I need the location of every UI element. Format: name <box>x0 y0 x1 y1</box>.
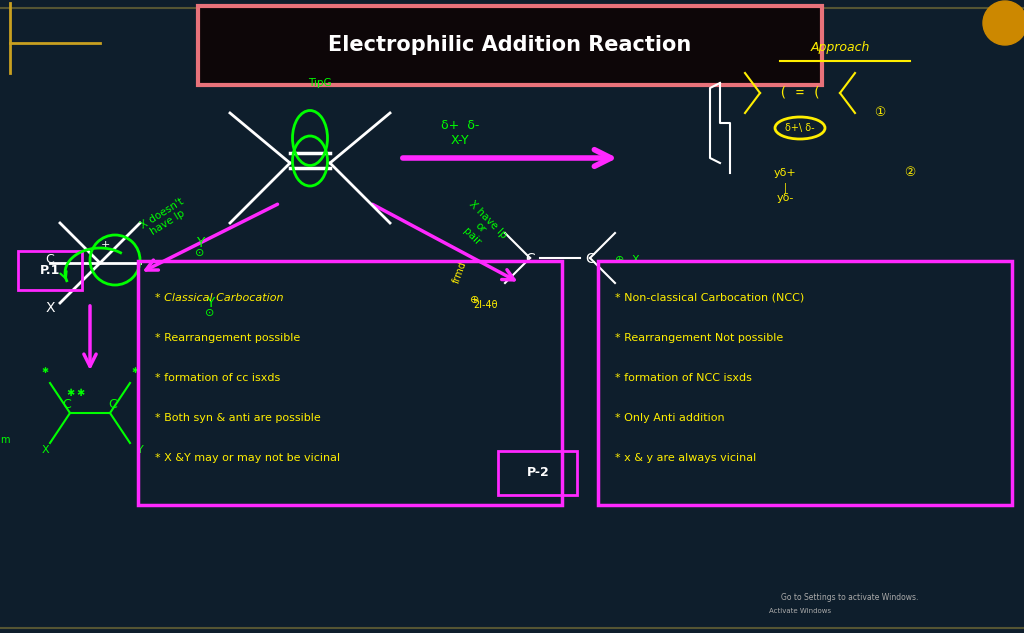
Text: * Both syn & anti are possible: * Both syn & anti are possible <box>155 413 321 423</box>
Text: ✱: ✱ <box>76 388 84 398</box>
Text: TipG: TipG <box>308 78 332 88</box>
Text: ⊕: ⊕ <box>615 255 625 265</box>
Text: Activate Windows: Activate Windows <box>769 608 831 614</box>
Text: ✱: ✱ <box>66 388 74 398</box>
Text: * Rearrangement possible: * Rearrangement possible <box>155 333 300 343</box>
Text: C: C <box>46 253 54 266</box>
Text: X: X <box>45 301 54 315</box>
Text: * x & y are always vicinal: * x & y are always vicinal <box>615 453 757 463</box>
Text: * Only Anti addition: * Only Anti addition <box>615 413 725 423</box>
Text: ✱: ✱ <box>42 366 48 375</box>
Text: * X &Y may or may not be vicinal: * X &Y may or may not be vicinal <box>155 453 340 463</box>
Text: Y: Y <box>136 445 143 455</box>
Text: Approach: Approach <box>810 42 869 54</box>
Text: C: C <box>585 252 595 266</box>
Text: X: X <box>631 255 639 265</box>
Text: ⊙: ⊙ <box>206 308 215 318</box>
FancyBboxPatch shape <box>198 6 822 85</box>
Text: P.1: P.1 <box>40 265 60 277</box>
Text: Y: Y <box>206 296 214 310</box>
Text: δ+\ δ-: δ+\ δ- <box>785 123 815 133</box>
Text: δ+  δ-
X-Y: δ+ δ- X-Y <box>440 119 479 147</box>
Text: +: + <box>100 240 110 250</box>
Text: X have lp
or
pair: X have lp or pair <box>451 199 509 257</box>
Text: * Non-classical Carbocation (NCC): * Non-classical Carbocation (NCC) <box>615 293 804 303</box>
Text: X: X <box>41 445 49 455</box>
Text: X doesn't
have lp: X doesn't have lp <box>138 196 191 240</box>
Text: frmd: frmd <box>452 260 469 285</box>
Text: yδ+: yδ+ <box>773 168 797 178</box>
Text: ✱: ✱ <box>131 366 138 375</box>
Text: Electrophilic Addition Reaction: Electrophilic Addition Reaction <box>329 35 691 55</box>
Text: C: C <box>109 398 118 411</box>
Text: P-2: P-2 <box>526 467 549 480</box>
Text: Y: Y <box>196 236 204 250</box>
Text: * Classical Carbocation: * Classical Carbocation <box>155 293 284 303</box>
Text: C: C <box>62 398 72 411</box>
Text: ②: ② <box>904 166 915 180</box>
Text: * formation of cc isxds: * formation of cc isxds <box>155 373 281 383</box>
Text: m: m <box>0 435 10 445</box>
Text: 2l-4θ: 2l-4θ <box>473 300 498 310</box>
Circle shape <box>983 1 1024 45</box>
Text: * formation of NCC isxds: * formation of NCC isxds <box>615 373 752 383</box>
Text: |: | <box>783 183 786 193</box>
Text: ⊕: ⊕ <box>470 295 479 305</box>
Text: ①: ① <box>874 106 886 120</box>
Text: ( = (: ( = ( <box>779 86 821 100</box>
Text: * Rearrangement Not possible: * Rearrangement Not possible <box>615 333 783 343</box>
Text: yδ-: yδ- <box>776 193 794 203</box>
Text: C: C <box>525 252 535 266</box>
Text: ⊙: ⊙ <box>196 248 205 258</box>
Text: Go to Settings to activate Windows.: Go to Settings to activate Windows. <box>781 594 919 603</box>
